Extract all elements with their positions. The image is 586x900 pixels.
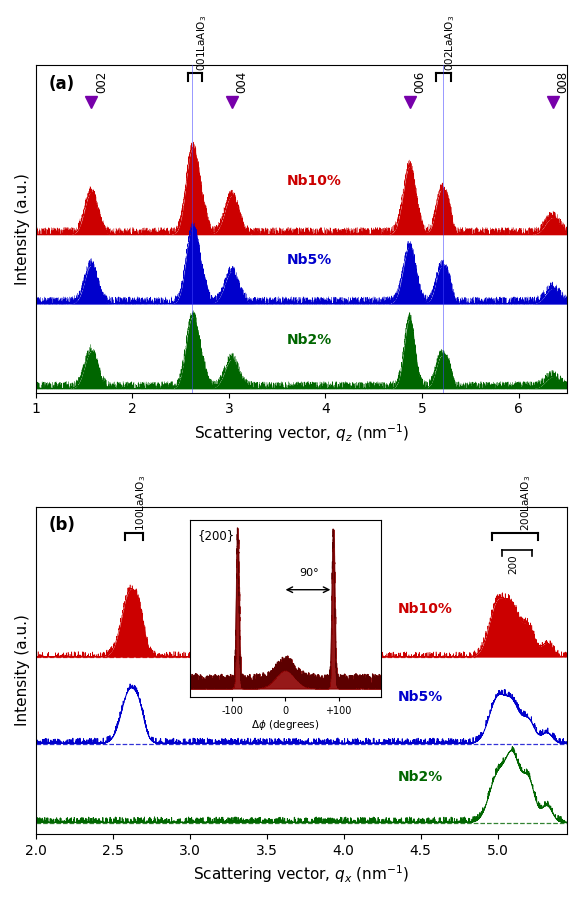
Text: Nb5%: Nb5%	[287, 253, 332, 267]
Text: Nb10%: Nb10%	[287, 174, 342, 188]
Text: (a): (a)	[49, 75, 75, 93]
Text: (b): (b)	[49, 517, 76, 535]
Text: Nb2%: Nb2%	[287, 333, 332, 347]
Text: 200LaAlO$_3$: 200LaAlO$_3$	[519, 475, 533, 532]
X-axis label: Scattering vector, $q_z$ (nm$^{-1}$): Scattering vector, $q_z$ (nm$^{-1}$)	[193, 422, 409, 444]
Text: Nb5%: Nb5%	[398, 689, 443, 704]
Text: Nb2%: Nb2%	[398, 770, 443, 784]
Text: 002: 002	[95, 71, 108, 93]
Text: 006: 006	[414, 71, 427, 93]
Text: 100LaAlO$_3$: 100LaAlO$_3$	[134, 475, 148, 532]
Text: Nb10%: Nb10%	[398, 602, 452, 616]
Text: 004: 004	[236, 71, 248, 93]
Text: 008: 008	[557, 71, 570, 93]
Y-axis label: Intensity (a.u.): Intensity (a.u.)	[15, 173, 30, 285]
X-axis label: Scattering vector, $q_x$ (nm$^{-1}$): Scattering vector, $q_x$ (nm$^{-1}$)	[193, 863, 410, 885]
Y-axis label: Intensity (a.u.): Intensity (a.u.)	[15, 615, 30, 726]
Text: 001LaAlO$_3$: 001LaAlO$_3$	[195, 15, 209, 71]
Text: 200: 200	[509, 554, 519, 574]
Text: 002LaAlO$_3$: 002LaAlO$_3$	[444, 15, 457, 71]
